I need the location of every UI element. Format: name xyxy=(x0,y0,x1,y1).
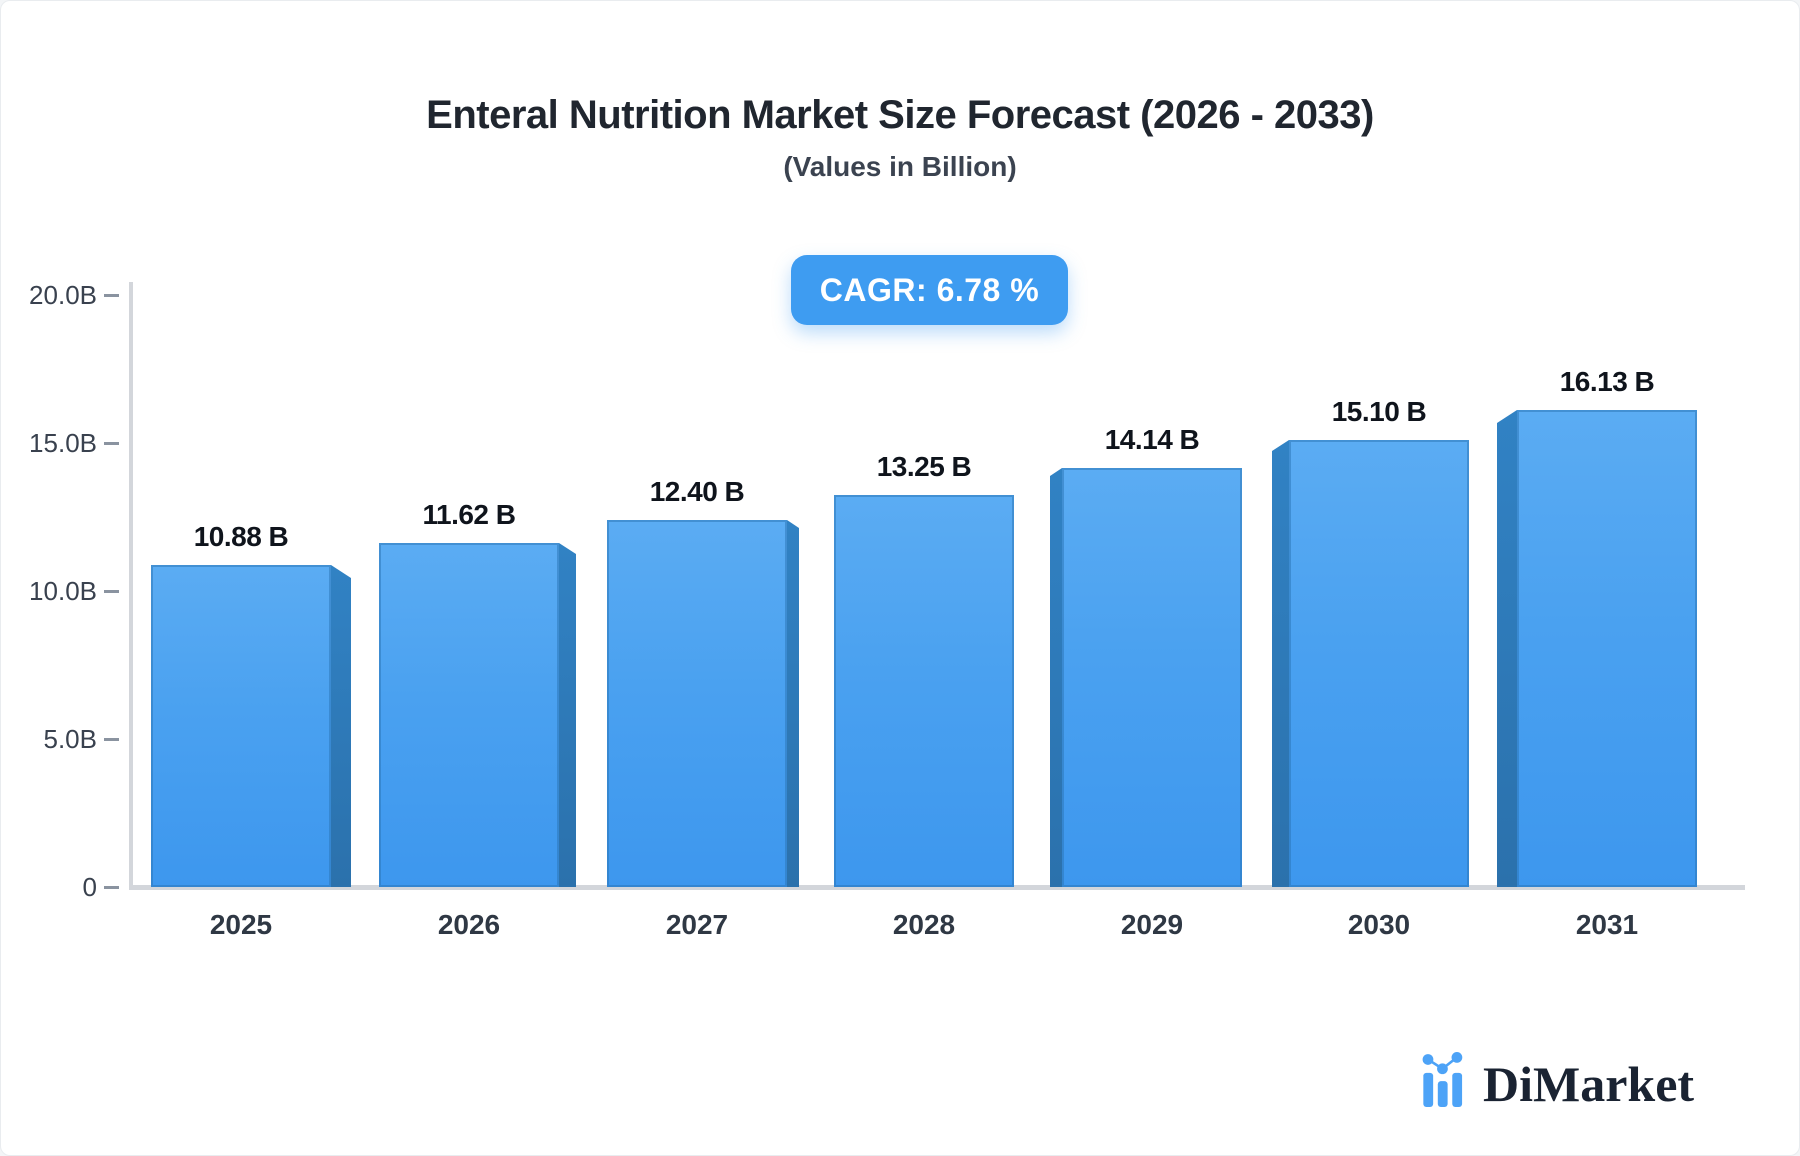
x-tick-label-2031: 2031 xyxy=(1575,909,1639,940)
bar-2027 xyxy=(607,520,787,887)
y-tick-label: 15.0B xyxy=(29,428,97,458)
bar-side-face xyxy=(1272,440,1289,887)
y-tick-dash xyxy=(104,293,119,297)
x-tick-label-2026: 2026 xyxy=(437,909,501,940)
bar-value-label: 11.62 B xyxy=(422,499,516,530)
y-tick-label: 10.0B xyxy=(29,576,97,606)
y-tick-dash xyxy=(104,737,119,741)
dimarket-logo-icon xyxy=(1422,1052,1463,1107)
bar-2025 xyxy=(151,565,331,887)
bar-2031 xyxy=(1517,410,1697,887)
y-tick-label: 0 xyxy=(82,872,97,902)
bar-2029 xyxy=(1062,468,1242,887)
y-tick-dash xyxy=(104,441,119,445)
bar-2030 xyxy=(1289,440,1469,887)
cagr-badge: CAGR: 6.78 % xyxy=(791,255,1068,325)
bar-value-label: 15.10 B xyxy=(1331,396,1427,427)
cagr-badge-label: CAGR: 6.78 % xyxy=(819,271,1040,308)
bar-value-label: 13.25 B xyxy=(876,451,972,482)
y-tick-dash xyxy=(104,885,119,889)
bar-value-label: 12.40 B xyxy=(649,476,745,507)
bar-value-label: 16.13 B xyxy=(1559,366,1655,397)
x-tick-label-2025: 2025 xyxy=(209,909,273,940)
x-tick-label-2030: 2030 xyxy=(1347,909,1411,940)
x-tick-label-2029: 2029 xyxy=(1120,909,1184,940)
chart-title: Enteral Nutrition Market Size Forecast (… xyxy=(426,93,1374,137)
bar-2026 xyxy=(379,543,559,887)
y-axis-line xyxy=(129,282,133,887)
brand-name: DiMarket xyxy=(1483,1056,1695,1112)
y-tick-dash xyxy=(104,589,119,593)
bar-side-face xyxy=(787,520,799,887)
x-axis-line xyxy=(129,885,1745,890)
x-tick-label-2028: 2028 xyxy=(892,909,956,940)
bar-side-face xyxy=(559,543,576,887)
y-tick-label: 5.0B xyxy=(43,724,98,754)
x-tick-label-2027: 2027 xyxy=(665,909,729,940)
bar-value-label: 10.88 B xyxy=(193,521,289,552)
bar-side-face xyxy=(1050,468,1062,887)
bar-value-label: 14.14 B xyxy=(1104,424,1200,455)
brand-logo: DiMarket xyxy=(1421,1045,1695,1112)
bar-side-face xyxy=(331,565,351,887)
chart-subtitle: (Values in Billion) xyxy=(783,151,1017,182)
bar-side-face xyxy=(1497,410,1517,887)
bar-2028 xyxy=(834,495,1014,887)
y-tick-label: 20.0B xyxy=(29,280,97,310)
